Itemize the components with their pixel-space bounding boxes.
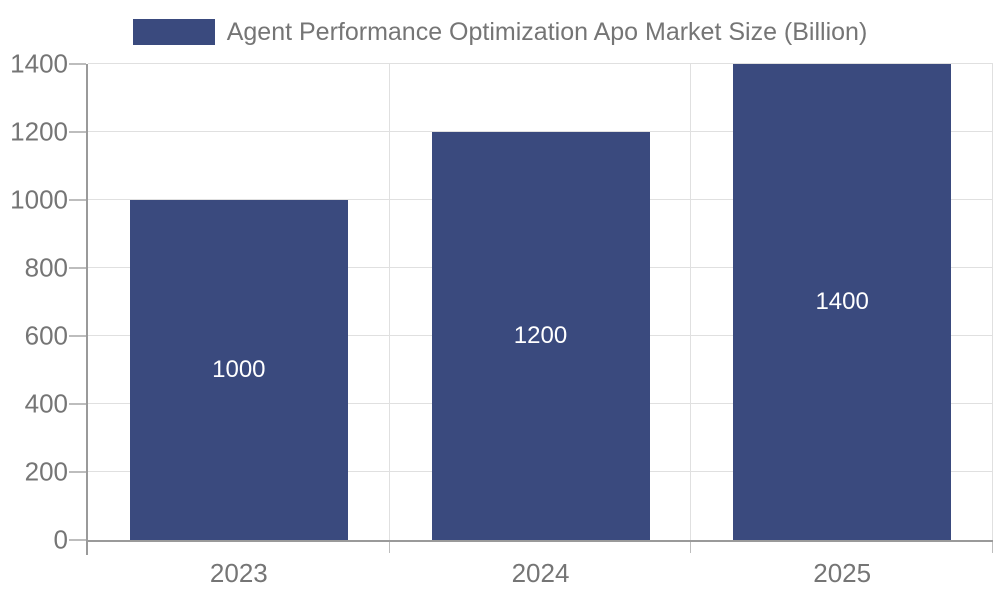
bar-value-label: 1200 <box>513 322 568 349</box>
legend-swatch <box>132 19 215 45</box>
x-tick-label-2024: 2024 <box>511 558 570 588</box>
bar-2024[interactable] <box>431 132 650 540</box>
bar-value-label: 1000 <box>212 356 266 383</box>
y-tick-mark <box>69 539 86 541</box>
x-tick-label-2025: 2025 <box>813 558 872 588</box>
y-tick-label: 400 <box>24 388 68 419</box>
legend[interactable]: Agent Performance Optimization Apo Marke… <box>0 12 1000 52</box>
x-axis-line <box>86 540 993 542</box>
y-tick-mark <box>69 63 86 65</box>
bar-2023[interactable] <box>129 200 348 540</box>
y-tick-mark <box>69 131 86 133</box>
x-tick-mark <box>388 540 390 553</box>
y-tick-mark <box>69 471 86 473</box>
x-tick-mark <box>992 540 993 553</box>
y-tick-label: 800 <box>24 252 68 283</box>
y-tick-label: 0 <box>53 524 68 555</box>
y-tick-label: 1200 <box>10 116 68 147</box>
y-tick-label: 1400 <box>10 48 68 79</box>
y-tick-mark <box>69 199 86 201</box>
x-tick-mark <box>690 540 692 553</box>
y-tick-mark <box>69 267 86 269</box>
gridline-vertical <box>992 64 993 540</box>
y-tick-label: 600 <box>24 320 68 351</box>
bar-2025[interactable] <box>733 64 952 540</box>
y-axis-line <box>86 64 88 555</box>
gridline-vertical <box>690 64 692 540</box>
y-tick-label: 200 <box>24 456 68 487</box>
y-tick-mark <box>69 403 86 405</box>
bar-value-label: 1400 <box>815 288 869 315</box>
plot-area: 0 200 400 600 800 1000 1200 1400 1000 2023 1200 202… <box>10 49 993 588</box>
x-tick-label-2023: 2023 <box>209 558 268 588</box>
gridline-horizontal <box>88 63 993 64</box>
gridline-horizontal <box>88 131 993 132</box>
gridline-vertical <box>388 64 390 540</box>
legend-label: Agent Performance Optimization Apo Marke… <box>226 17 868 46</box>
y-tick-mark <box>69 335 86 337</box>
y-tick-label: 1000 <box>10 184 68 215</box>
